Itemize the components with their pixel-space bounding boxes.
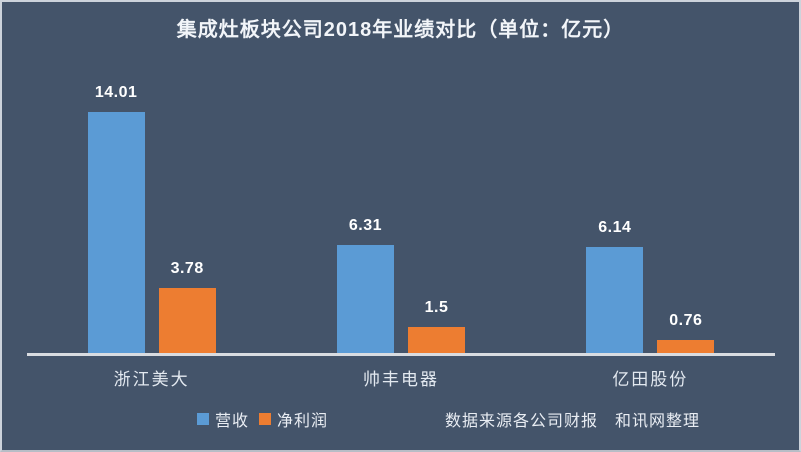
legend-swatch-net-profit (259, 413, 272, 425)
bar-column-net-profit: 1.5 (407, 299, 465, 353)
editor-text: 和讯网整理 (615, 413, 701, 430)
category-label: 帅丰电器 (362, 370, 439, 389)
bar-value-label: 1.5 (424, 299, 449, 317)
bar-value-label: 6.31 (348, 216, 383, 234)
legend-label-net-profit: 净利润 (277, 413, 329, 430)
bar-revenue-group1 (87, 112, 145, 353)
bar-value-label: 3.78 (170, 260, 204, 277)
bar-revenue-group3 (586, 247, 644, 353)
legend-item-net-profit: 净利润 (259, 407, 328, 431)
bar-column-revenue: 6.14 (586, 219, 644, 353)
legend-swatch-revenue (197, 413, 209, 425)
chart-title: 集成灶板块公司2018年业绩对比（单位：亿元） (176, 19, 625, 41)
category-label: 亿田股份 (612, 370, 689, 389)
bar-net-profit-group3 (657, 339, 715, 353)
bar-value-label: 14.01 (94, 84, 138, 101)
legend-item-revenue: 营收 (197, 407, 249, 431)
source-note: 数据来源各公司财报 和讯网整理 (445, 407, 700, 431)
bar-group-2: 6.31 1.5 (276, 216, 525, 353)
category-label: 浙江美大 (113, 370, 190, 389)
legend-label-revenue: 营收 (215, 413, 250, 430)
bar-value-label: 0.76 (669, 311, 703, 329)
bar-column-net-profit: 0.76 (657, 311, 715, 353)
bar-net-profit-group2 (407, 327, 465, 353)
data-source-text: 数据来源各公司财报 (445, 413, 599, 430)
bar-net-profit-group1 (158, 288, 216, 353)
bar-column-net-profit: 3.78 (158, 260, 216, 353)
bar-value-label: 6.14 (598, 219, 632, 237)
plot-area: 14.01 3.78 6.31 1.5 6.14 0.76 (27, 72, 775, 353)
bar-group-3: 6.14 0.76 (526, 219, 775, 353)
bar-column-revenue: 6.31 (336, 216, 394, 353)
bar-revenue-group2 (336, 244, 394, 353)
x-axis-line (27, 353, 775, 356)
chart-footer: 营收 净利润 数据来源各公司财报 和讯网整理 (2, 406, 799, 432)
legend: 营收 净利润 (197, 407, 328, 431)
category-axis: 浙江美大 帅丰电器 亿田股份 (27, 356, 775, 390)
bar-column-revenue: 14.01 (87, 84, 145, 353)
bar-group-1: 14.01 3.78 (27, 84, 276, 353)
